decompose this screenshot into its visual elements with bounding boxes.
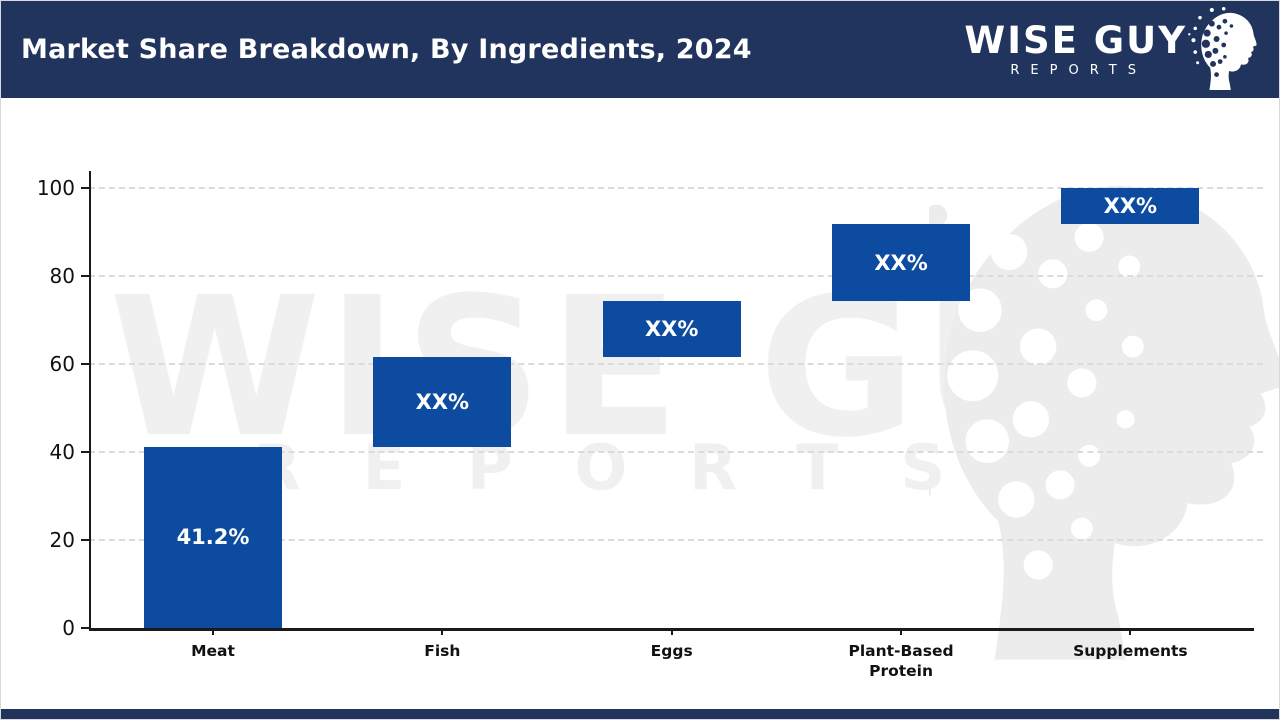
bar-value-label: XX% [644, 317, 699, 342]
wise-guy-logo: WISE GUY REPORTS [964, 6, 1267, 93]
y-tick-label: 20 [49, 528, 75, 552]
header-bar: Market Share Breakdown, By Ingredients, … [1, 1, 1279, 98]
watermark-reports-text: REPORTS [253, 431, 1008, 504]
x-tick-mark [1129, 628, 1132, 635]
y-tick-mark [81, 275, 89, 277]
gridline-60 [89, 363, 1263, 365]
x-category-label: Fish [424, 642, 461, 660]
x-category-label: Plant-Based Protein [848, 642, 954, 681]
y-tick-mark [81, 187, 89, 189]
x-tick-mark [441, 628, 444, 635]
logo-wordmark: WISE GUY [964, 18, 1187, 62]
bar-fish: XX% [373, 356, 512, 447]
gridline-100 [89, 187, 1263, 189]
x-tick-mark [900, 628, 903, 635]
y-axis-line [89, 171, 91, 630]
y-tick-mark [81, 627, 89, 629]
x-category-label: Eggs [650, 642, 693, 660]
y-tick-label: 100 [36, 176, 75, 200]
y-tick-label: 0 [62, 616, 75, 640]
x-axis-line [89, 628, 1254, 631]
gridline-40 [89, 451, 1263, 453]
y-tick-label: 60 [49, 352, 75, 376]
bar-value-label: XX% [415, 389, 470, 414]
footer-bar [1, 709, 1279, 719]
page-title: Market Share Breakdown, By Ingredients, … [21, 34, 752, 65]
bar-value-label: 41.2% [176, 525, 250, 550]
x-category-label: Supplements [1073, 642, 1188, 660]
wise-guy-face-logo-icon [1188, 6, 1257, 90]
bar-plant-based-protein: XX% [832, 224, 971, 302]
gridline-80 [89, 275, 1263, 277]
y-tick-label: 80 [49, 264, 75, 288]
y-tick-label: 40 [49, 440, 75, 464]
wise-guy-logo-text: WISE GUY REPORTS [964, 22, 1187, 78]
bar-eggs: XX% [602, 301, 741, 357]
x-tick-mark [212, 628, 214, 635]
y-tick-mark [81, 539, 89, 541]
logo-reports-text: REPORTS [1010, 62, 1147, 78]
y-tick-mark [81, 363, 89, 365]
bar-value-label: XX% [874, 250, 928, 275]
bar-supplements: XX% [1061, 188, 1200, 225]
gridline-20 [89, 539, 1263, 541]
bar-value-label: XX% [1103, 194, 1158, 219]
x-category-label: Meat [191, 642, 235, 660]
y-tick-mark [81, 451, 89, 453]
x-tick-mark [670, 628, 673, 635]
bar-meat: 41.2% [144, 446, 282, 628]
